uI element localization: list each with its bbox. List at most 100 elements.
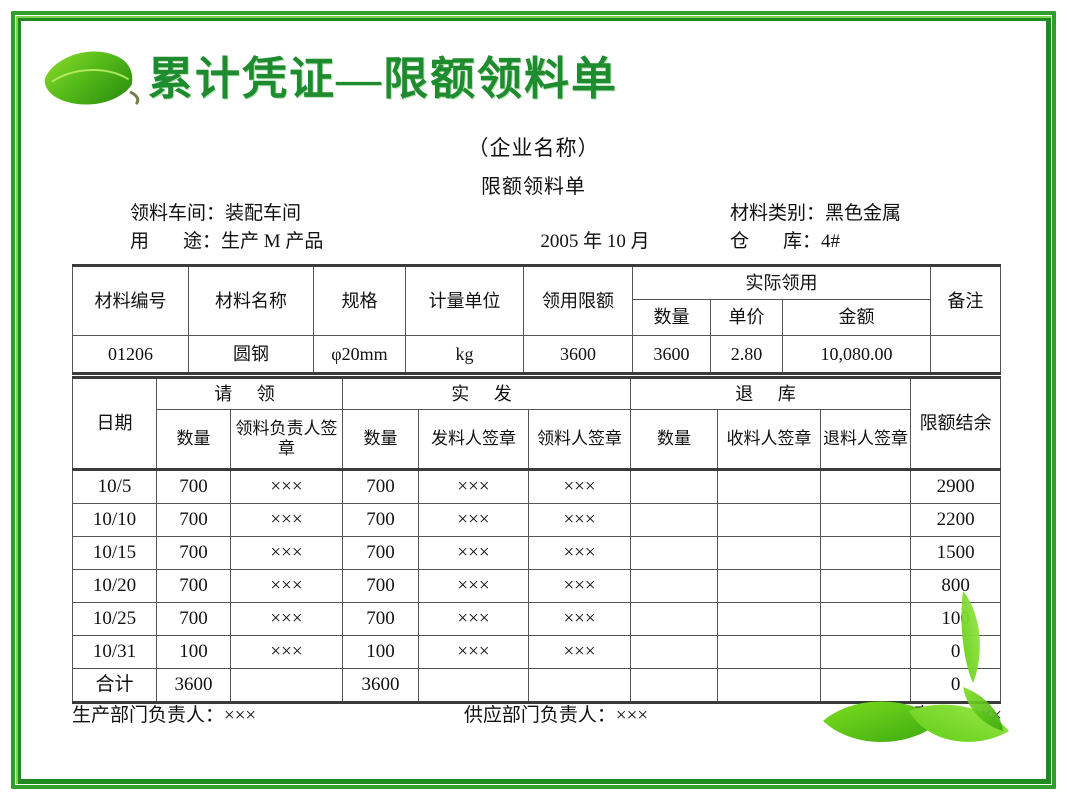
td-date: 合计 bbox=[72, 668, 157, 704]
td-return-sender-sign bbox=[820, 503, 912, 537]
td-return-sender-sign bbox=[820, 569, 912, 603]
warehouse-field: 仓 库：4# bbox=[730, 228, 1000, 256]
td-unit: kg bbox=[405, 335, 524, 375]
td-balance: 2200 bbox=[910, 503, 1002, 537]
th-request-qty: 数量 bbox=[156, 409, 231, 470]
workshop-field: 领料车间：装配车间 bbox=[130, 200, 460, 228]
warehouse-value: 4# bbox=[821, 231, 841, 252]
td-receiver-sign: ××× bbox=[527, 602, 632, 636]
td-return-qty bbox=[630, 602, 719, 636]
td-return-sender-sign bbox=[820, 468, 912, 504]
td-request-sign: ××× bbox=[230, 536, 343, 570]
td-issue-qty: 700 bbox=[342, 503, 419, 537]
th-request-sign: 领料负责人签章 bbox=[230, 409, 343, 470]
th-issue-qty: 数量 bbox=[342, 409, 419, 470]
table-row: 10/20 700 ××× 700 ××× ××× 800 bbox=[72, 569, 1002, 603]
td-receiver-sign: ××× bbox=[527, 536, 632, 570]
td-date: 10/20 bbox=[72, 569, 157, 603]
th-balance: 限额结余 bbox=[910, 376, 1002, 470]
th-actual-amount: 金额 bbox=[781, 299, 932, 336]
td-request-sign: ××× bbox=[230, 468, 343, 504]
material-type-label: 材料类别： bbox=[730, 203, 826, 224]
td-return-sender-sign bbox=[820, 536, 912, 570]
td-actual-price: 2.80 bbox=[710, 335, 783, 375]
td-receiver-sign: ××× bbox=[527, 468, 632, 504]
td-request-qty: 100 bbox=[156, 635, 231, 669]
material-type-value: 黑色金属 bbox=[825, 203, 902, 224]
td-issuer-sign: ××× bbox=[418, 503, 529, 537]
th-remark: 备注 bbox=[930, 264, 1002, 336]
th-date: 日期 bbox=[72, 376, 157, 470]
leaf-icon bbox=[38, 42, 142, 116]
td-actual-amount: 10,080.00 bbox=[781, 335, 932, 375]
td-remark bbox=[930, 335, 1002, 375]
signature-supply: 供应部门负责人：××× bbox=[463, 705, 649, 726]
purpose-value: 生产 M 产品 bbox=[221, 231, 324, 252]
th-actual-price: 单价 bbox=[710, 299, 783, 336]
td-issuer-sign: ××× bbox=[418, 468, 529, 504]
td-return-receiver-sign bbox=[717, 468, 822, 504]
signature-warehouse: 仓库负责人：××× bbox=[855, 705, 1002, 726]
th-issue-group: 实 发 bbox=[341, 376, 632, 410]
material-type-field: 材料类别：黑色金属 bbox=[730, 200, 1000, 228]
title-row: 累计凭证—限额领料单 bbox=[38, 42, 618, 116]
td-return-qty bbox=[630, 536, 719, 570]
td-actual-qty: 3600 bbox=[632, 335, 711, 375]
th-quota: 领用限额 bbox=[523, 264, 633, 336]
th-actual-qty: 数量 bbox=[632, 299, 711, 336]
td-date: 10/31 bbox=[72, 635, 157, 669]
td-request-qty: 700 bbox=[156, 569, 231, 603]
document-subtitle: 限额领料单 bbox=[481, 176, 586, 198]
td-issue-qty: 700 bbox=[342, 536, 419, 570]
td-request-sign: ××× bbox=[230, 635, 343, 669]
period-field: 2005 年 10 月 bbox=[540, 231, 650, 252]
td-request-qty: 700 bbox=[156, 503, 231, 537]
td-issuer-sign: ××× bbox=[418, 536, 529, 570]
table-row: 10/15 700 ××× 700 ××× ××× 1500 bbox=[72, 536, 1002, 570]
td-balance: 0 bbox=[910, 668, 1002, 704]
td-request-sign bbox=[230, 668, 343, 704]
td-return-receiver-sign bbox=[717, 635, 822, 669]
td-date: 10/5 bbox=[72, 468, 157, 504]
td-balance: 100 bbox=[910, 602, 1002, 636]
material-header-row-2: 数量 单价 金额 bbox=[73, 299, 1001, 336]
td-return-sender-sign bbox=[820, 668, 912, 704]
meta-header: 领料车间：装配车间 材料类别：黑色金属 用 途：生产 M 产品 2005 年 10… bbox=[130, 200, 1000, 256]
td-receiver-sign bbox=[527, 668, 632, 704]
material-info-table: 材料编号 材料名称 规格 计量单位 领用限额 实际领用 备注 数量 单价 金额 … bbox=[72, 263, 1002, 375]
th-unit: 计量单位 bbox=[405, 264, 524, 336]
td-material-name: 圆钢 bbox=[188, 335, 314, 375]
td-issue-qty: 700 bbox=[342, 602, 419, 636]
warehouse-label: 仓 bbox=[730, 231, 750, 252]
td-return-receiver-sign bbox=[717, 569, 822, 603]
td-request-qty: 700 bbox=[156, 468, 231, 504]
td-date: 10/15 bbox=[72, 536, 157, 570]
purpose-field: 用 途：生产 M 产品 bbox=[130, 228, 460, 256]
td-date: 10/10 bbox=[72, 503, 157, 537]
th-spec: 规格 bbox=[313, 264, 406, 336]
material-data-row: 01206 圆钢 φ20mm kg 3600 3600 2.80 10,080.… bbox=[72, 335, 1002, 375]
signature-production: 生产部门负责人：××× bbox=[72, 705, 257, 726]
td-receiver-sign: ××× bbox=[527, 569, 632, 603]
td-issuer-sign bbox=[418, 668, 529, 704]
td-material-code: 01206 bbox=[72, 335, 189, 375]
td-request-sign: ××× bbox=[230, 602, 343, 636]
td-issuer-sign: ××× bbox=[418, 602, 529, 636]
requisition-ledger-table: 日期 请 领 实 发 退 库 限额结余 数量 领料负责人签章 数量 发料人签章 … bbox=[72, 376, 1002, 704]
signature-footer: 生产部门负责人：××× 供应部门负责人：××× 仓库负责人：××× bbox=[72, 700, 1002, 727]
td-request-qty: 700 bbox=[156, 602, 231, 636]
th-return-sender-sign: 退料人签章 bbox=[820, 409, 912, 470]
purpose-label-colon: 途： bbox=[183, 231, 222, 252]
td-return-receiver-sign bbox=[717, 668, 822, 704]
th-return-qty: 数量 bbox=[630, 409, 719, 470]
th-material-code: 材料编号 bbox=[72, 264, 189, 336]
material-header-row-1: 材料编号 材料名称 规格 计量单位 领用限额 实际领用 备注 bbox=[72, 263, 1002, 336]
td-spec: φ20mm bbox=[313, 335, 406, 375]
td-issue-qty: 3600 bbox=[342, 668, 419, 704]
td-return-qty bbox=[630, 635, 719, 669]
td-receiver-sign: ××× bbox=[527, 503, 632, 537]
td-date: 10/25 bbox=[72, 602, 157, 636]
td-return-qty bbox=[630, 503, 719, 537]
ledger-total-row: 合计 3600 3600 0 bbox=[72, 668, 1002, 704]
